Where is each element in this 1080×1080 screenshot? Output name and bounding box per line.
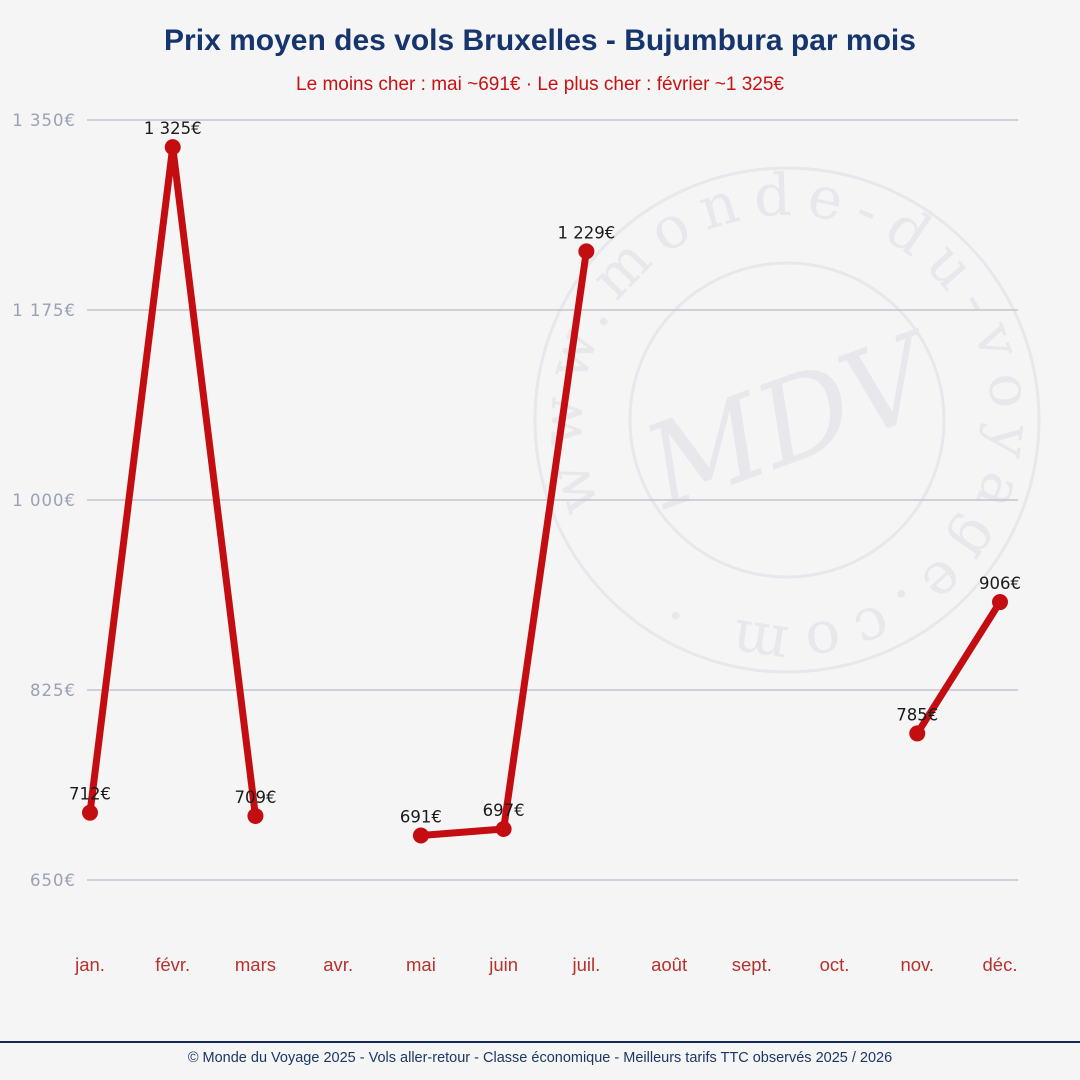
point-value-label: 709€ [234, 788, 276, 807]
month-label: déc. [983, 954, 1018, 975]
data-point [412, 827, 429, 844]
point-value-label: 785€ [896, 705, 938, 724]
price-line [86, 143, 259, 820]
data-point [991, 594, 1008, 611]
month-label: févr. [155, 954, 190, 975]
price-line [913, 598, 1004, 737]
point-value-label: 712€ [69, 785, 111, 804]
y-tick-label: 825€ [30, 681, 76, 700]
data-point [495, 820, 512, 837]
month-label: nov. [900, 954, 934, 975]
month-label: juil. [571, 954, 600, 975]
point-value-label: 906€ [979, 574, 1021, 593]
y-tick-label: 1 000€ [12, 491, 76, 510]
month-label: avr. [323, 954, 353, 975]
data-point [578, 243, 595, 260]
chart-subtitle: Le moins cher : mai ~691€ · Le plus cher… [296, 74, 784, 95]
month-label: mai [406, 954, 436, 975]
watermark-outer-circle [533, 166, 1041, 674]
point-value-label: 1 325€ [144, 119, 202, 138]
month-label: oct. [820, 954, 850, 975]
month-label: jan. [74, 954, 105, 975]
month-label: août [651, 954, 687, 975]
y-tick-label: 1 350€ [12, 111, 76, 130]
footer-copyright: © Monde du Voyage 2025 - Vols aller-reto… [187, 1050, 893, 1066]
x-axis-layer: jan. févr. mars avr. mai juin juil. août sept. oc… [74, 954, 1017, 975]
point-value-label: 1 229€ [557, 223, 615, 242]
data-point [247, 807, 264, 824]
footer-divider [0, 1041, 1080, 1043]
watermark: www.monde-du-voyage.com · MDV [441, 74, 1080, 765]
data-point [909, 725, 926, 742]
gridlines-layer: 1 350€ 1 175€ 1 000€ 825€ 650€ [12, 111, 1018, 890]
watermark-inner-circle [628, 261, 946, 579]
data-point [164, 139, 181, 156]
y-tick-label: 650€ [30, 871, 76, 890]
y-tick-label: 1 175€ [12, 301, 76, 320]
month-label: sept. [732, 954, 772, 975]
point-value-label: 697€ [483, 801, 525, 820]
data-point [82, 804, 98, 821]
month-label: juin [488, 954, 518, 975]
page-title: Prix moyen des vols Bruxelles - Bujumbur… [164, 24, 916, 57]
series-layer: 712€ 1 325€ 709€ 691€ 697€ 1 229€ 785€ 906€ [69, 119, 1021, 844]
watermark-mdv-text: MDV [627, 307, 957, 537]
point-value-label: 691€ [400, 807, 442, 826]
month-label: mars [235, 954, 276, 975]
